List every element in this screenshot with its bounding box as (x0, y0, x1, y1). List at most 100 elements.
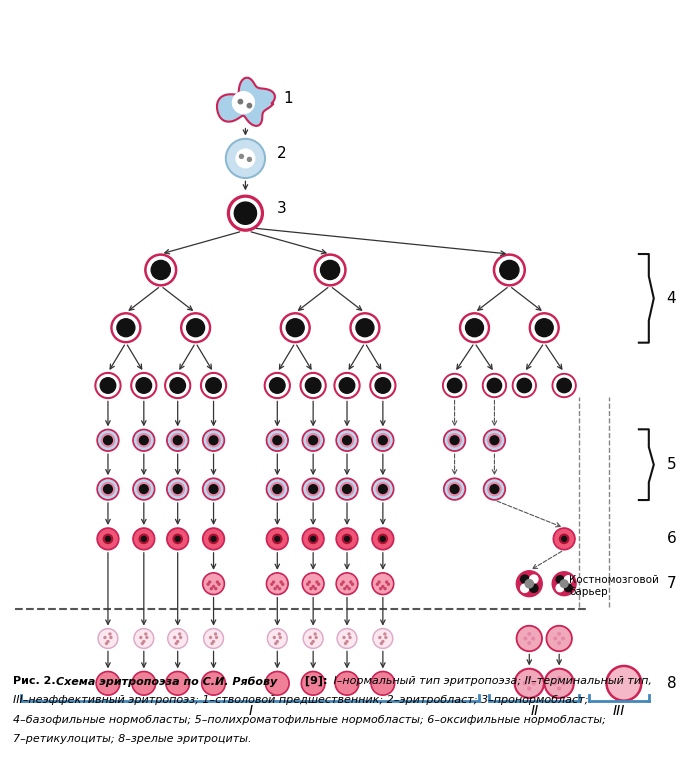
Circle shape (141, 537, 146, 541)
Circle shape (202, 573, 225, 594)
Circle shape (202, 528, 225, 550)
Circle shape (175, 642, 177, 644)
Circle shape (558, 687, 561, 690)
Circle shape (548, 628, 570, 650)
Circle shape (346, 585, 348, 588)
Circle shape (521, 584, 529, 592)
Circle shape (532, 315, 556, 340)
Circle shape (314, 588, 316, 590)
Circle shape (344, 537, 349, 541)
Circle shape (181, 313, 211, 343)
Circle shape (496, 256, 523, 283)
Circle shape (202, 671, 225, 695)
Circle shape (444, 478, 466, 500)
Circle shape (170, 378, 186, 393)
Circle shape (304, 431, 323, 450)
Circle shape (218, 583, 220, 585)
Circle shape (340, 434, 354, 447)
Circle shape (450, 436, 459, 444)
Circle shape (206, 378, 221, 393)
Circle shape (342, 484, 351, 494)
Circle shape (283, 315, 308, 340)
Circle shape (102, 434, 115, 447)
Circle shape (546, 625, 572, 651)
Circle shape (100, 378, 116, 393)
Circle shape (500, 260, 519, 280)
Circle shape (560, 580, 568, 588)
Circle shape (270, 378, 285, 393)
Circle shape (272, 581, 274, 583)
Circle shape (484, 376, 505, 396)
Circle shape (238, 99, 243, 104)
Circle shape (338, 480, 356, 498)
Circle shape (247, 157, 251, 162)
Circle shape (302, 478, 324, 500)
Circle shape (334, 373, 360, 398)
Circle shape (484, 430, 505, 451)
Circle shape (311, 642, 313, 644)
Circle shape (372, 430, 394, 451)
Circle shape (350, 581, 352, 583)
Circle shape (314, 254, 346, 286)
Text: Костномозговой
барьер: Костномозговой барьер (569, 575, 659, 597)
Circle shape (466, 319, 484, 336)
Circle shape (349, 637, 351, 638)
Circle shape (169, 431, 187, 450)
Circle shape (485, 480, 503, 498)
Circle shape (164, 373, 190, 398)
Circle shape (555, 530, 573, 548)
Circle shape (97, 478, 119, 500)
Circle shape (213, 641, 214, 642)
Circle shape (344, 588, 346, 590)
Circle shape (312, 641, 314, 642)
Circle shape (311, 537, 316, 541)
Circle shape (134, 530, 153, 548)
Circle shape (442, 373, 466, 397)
Text: 3: 3 (277, 201, 287, 216)
Circle shape (204, 628, 223, 648)
Circle shape (302, 528, 324, 550)
Circle shape (351, 583, 354, 585)
Text: 6: 6 (666, 531, 676, 547)
Circle shape (494, 254, 525, 286)
Circle shape (211, 588, 212, 590)
Circle shape (558, 641, 561, 644)
Circle shape (131, 373, 157, 398)
Circle shape (174, 484, 182, 494)
Circle shape (139, 484, 148, 494)
Circle shape (279, 637, 281, 638)
Circle shape (340, 378, 355, 393)
Circle shape (225, 139, 265, 179)
Circle shape (274, 588, 276, 590)
Circle shape (167, 375, 188, 397)
Circle shape (143, 641, 145, 642)
Circle shape (448, 434, 461, 447)
Circle shape (530, 584, 538, 592)
Circle shape (178, 633, 181, 635)
Circle shape (524, 681, 526, 685)
Circle shape (387, 583, 389, 585)
Circle shape (356, 319, 374, 336)
Circle shape (528, 633, 531, 635)
Circle shape (134, 628, 154, 648)
Circle shape (564, 584, 572, 591)
Circle shape (518, 628, 540, 650)
Circle shape (266, 528, 288, 550)
Circle shape (113, 315, 139, 340)
Circle shape (304, 480, 323, 498)
Circle shape (96, 671, 120, 695)
Circle shape (187, 319, 204, 336)
Circle shape (525, 580, 533, 588)
Text: Рис. 2.: Рис. 2. (13, 676, 59, 686)
Circle shape (175, 537, 180, 541)
Circle shape (228, 140, 263, 176)
Circle shape (350, 313, 380, 343)
Circle shape (554, 376, 574, 396)
Circle shape (168, 628, 188, 648)
Circle shape (380, 642, 382, 644)
Circle shape (145, 633, 147, 635)
Circle shape (171, 434, 184, 447)
Circle shape (348, 633, 350, 635)
Circle shape (307, 583, 309, 585)
Circle shape (239, 155, 244, 159)
